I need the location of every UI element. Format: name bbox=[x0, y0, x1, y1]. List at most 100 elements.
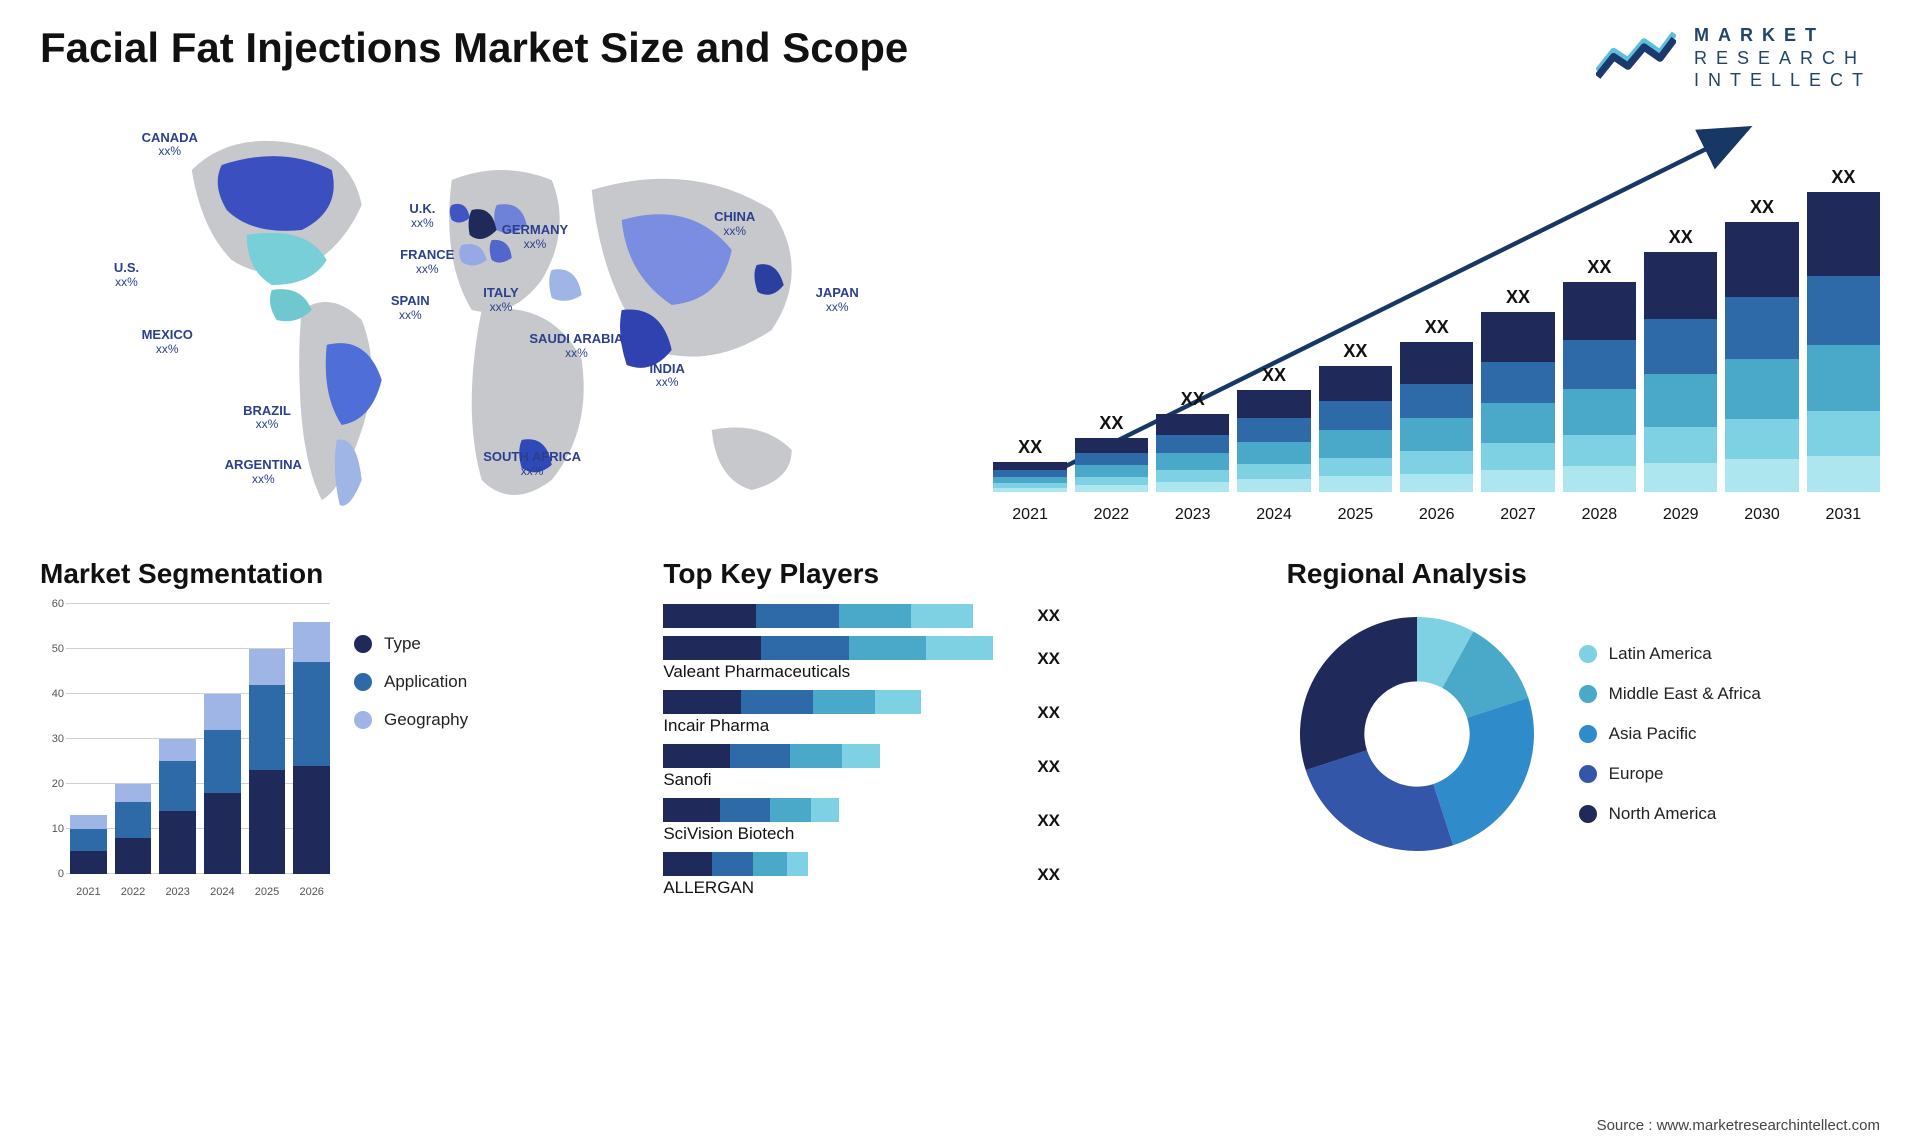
regional-donut-chart bbox=[1287, 604, 1547, 864]
key-player-bar-segment bbox=[911, 604, 973, 628]
key-player-value: XX bbox=[1037, 649, 1060, 669]
legend-label: Type bbox=[384, 634, 421, 654]
legend-dot-icon bbox=[1579, 725, 1597, 743]
growth-bar: XX bbox=[1319, 341, 1392, 492]
growth-bar-segment bbox=[1156, 482, 1229, 491]
map-label: JAPANxx% bbox=[816, 286, 859, 315]
growth-bar: XX bbox=[993, 437, 1066, 492]
growth-bar-chart: XXXXXXXXXXXXXXXXXXXXXX 20212022202320242… bbox=[993, 110, 1880, 530]
growth-bar-segment bbox=[1725, 459, 1798, 491]
growth-bar-segment bbox=[993, 488, 1066, 492]
growth-bar-segment bbox=[1400, 384, 1473, 419]
seg-ytick: 0 bbox=[58, 868, 64, 880]
key-player-bar bbox=[663, 636, 1023, 660]
growth-bar-segment bbox=[1237, 479, 1310, 491]
growth-bar: XX bbox=[1075, 413, 1148, 492]
key-player-row: ALLERGAN XX bbox=[663, 852, 1256, 898]
legend-label: Middle East & Africa bbox=[1609, 684, 1761, 704]
growth-bar-value: XX bbox=[1018, 437, 1042, 458]
key-player-row: XX bbox=[663, 604, 1256, 628]
growth-bar-value: XX bbox=[1831, 167, 1855, 188]
key-player-bar-segment bbox=[770, 798, 811, 822]
seg-bar bbox=[204, 694, 241, 874]
seg-bar-segment bbox=[159, 811, 196, 874]
growth-bar-segment bbox=[1156, 453, 1229, 470]
key-player-name: ALLERGAN bbox=[663, 878, 1023, 898]
growth-bar-segment bbox=[1400, 451, 1473, 474]
growth-bar-segment bbox=[993, 470, 1066, 477]
key-player-bar-segment bbox=[787, 852, 808, 876]
growth-bar-segment bbox=[993, 477, 1066, 484]
seg-bar-segment bbox=[159, 761, 196, 811]
growth-bar-segment bbox=[1075, 485, 1148, 491]
legend-dot-icon bbox=[1579, 805, 1597, 823]
growth-bar-segment bbox=[1156, 470, 1229, 482]
donut-segment bbox=[1433, 697, 1534, 844]
growth-bar-segment bbox=[1237, 464, 1310, 479]
growth-bar: XX bbox=[1725, 197, 1798, 492]
growth-bar-segment bbox=[1400, 342, 1473, 384]
growth-bar-segment bbox=[1644, 252, 1717, 319]
key-player-bar-segment bbox=[839, 604, 911, 628]
key-player-bar-segment bbox=[813, 690, 875, 714]
seg-x-label: 2023 bbox=[159, 886, 196, 898]
map-label: U.K.xx% bbox=[409, 202, 435, 231]
growth-bar-segment bbox=[1075, 453, 1148, 465]
map-label: ITALYxx% bbox=[483, 286, 518, 315]
growth-bar-segment bbox=[1481, 470, 1554, 492]
key-player-bar-segment bbox=[842, 744, 880, 768]
seg-x-label: 2024 bbox=[204, 886, 241, 898]
legend-dot-icon bbox=[354, 711, 372, 729]
regional-title: Regional Analysis bbox=[1287, 558, 1880, 590]
seg-bar-segment bbox=[204, 694, 241, 730]
seg-ytick: 30 bbox=[52, 733, 64, 745]
seg-ytick: 50 bbox=[52, 643, 64, 655]
regional-section: Regional Analysis Latin AmericaMiddle Ea… bbox=[1287, 558, 1880, 948]
donut-segment bbox=[1305, 750, 1452, 851]
growth-bar: XX bbox=[1807, 167, 1880, 492]
donut-segment bbox=[1300, 617, 1417, 770]
growth-bar-segment bbox=[1563, 389, 1636, 435]
growth-bar-segment bbox=[1563, 282, 1636, 341]
seg-bar-segment bbox=[249, 770, 286, 874]
seg-bar-segment bbox=[115, 784, 152, 802]
growth-bar-value: XX bbox=[1425, 317, 1449, 338]
key-player-bar-segment bbox=[730, 744, 790, 768]
growth-bar-segment bbox=[1237, 390, 1310, 419]
growth-bar: XX bbox=[1644, 227, 1717, 492]
growth-bar-segment bbox=[1563, 340, 1636, 388]
key-player-name: Valeant Pharmaceuticals bbox=[663, 662, 1023, 682]
key-player-bar-segment bbox=[875, 690, 921, 714]
key-player-row: SciVision BiotechXX bbox=[663, 798, 1256, 844]
key-player-value: XX bbox=[1037, 703, 1060, 723]
logo-text: MARKET RESEARCH INTELLECT bbox=[1694, 24, 1872, 92]
growth-bar-segment bbox=[1563, 435, 1636, 467]
key-player-bar bbox=[663, 744, 1023, 768]
key-player-value: XX bbox=[1037, 865, 1060, 885]
seg-ytick: 40 bbox=[52, 688, 64, 700]
key-players-chart: XXValeant PharmaceuticalsXXIncair Pharma… bbox=[663, 604, 1256, 898]
key-player-bar-segment bbox=[741, 690, 813, 714]
key-player-name: Sanofi bbox=[663, 770, 1023, 790]
growth-x-label: 2023 bbox=[1156, 506, 1229, 524]
map-label: CANADAxx% bbox=[142, 131, 198, 160]
key-player-bar-segment bbox=[790, 744, 842, 768]
key-player-bar-segment bbox=[849, 636, 926, 660]
growth-bar-segment bbox=[1319, 458, 1392, 477]
growth-bar-segment bbox=[1481, 443, 1554, 470]
legend-item: Europe bbox=[1579, 764, 1761, 784]
growth-bar-value: XX bbox=[1587, 257, 1611, 278]
key-player-bar-segment bbox=[761, 636, 849, 660]
growth-bar-segment bbox=[1319, 401, 1392, 430]
seg-bar-segment bbox=[159, 739, 196, 762]
growth-bar-segment bbox=[1725, 297, 1798, 359]
growth-x-label: 2027 bbox=[1481, 506, 1554, 524]
growth-bar-segment bbox=[1807, 192, 1880, 276]
growth-bar-segment bbox=[1400, 474, 1473, 492]
key-player-bar-segment bbox=[720, 798, 770, 822]
growth-bar: XX bbox=[1563, 257, 1636, 492]
seg-ytick: 10 bbox=[52, 823, 64, 835]
key-player-value: XX bbox=[1037, 811, 1060, 831]
map-label: BRAZILxx% bbox=[243, 404, 291, 433]
growth-bar-value: XX bbox=[1099, 413, 1123, 434]
